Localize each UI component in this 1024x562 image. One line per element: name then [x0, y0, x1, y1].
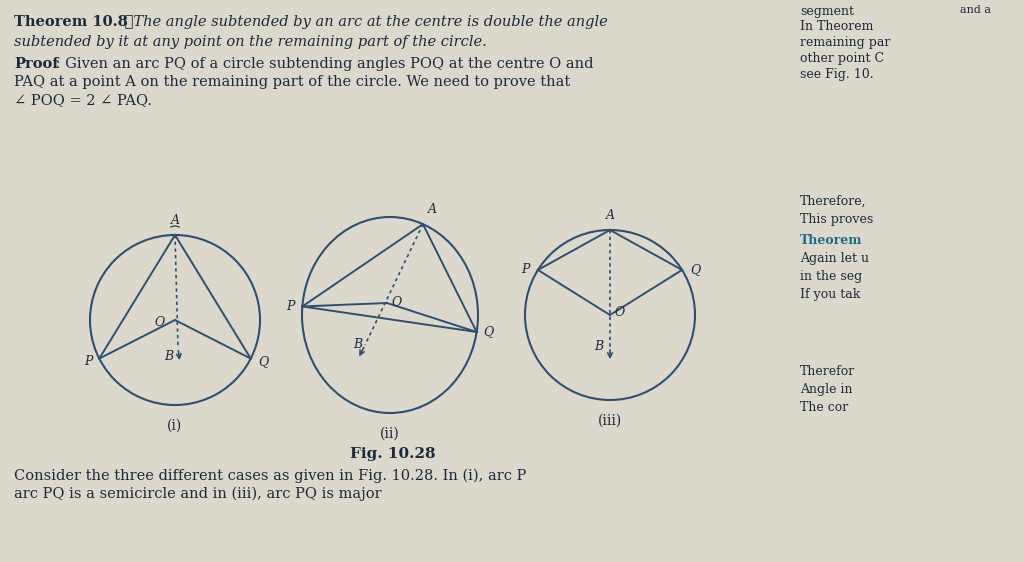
Text: B: B: [164, 350, 173, 363]
Text: arc PQ is a semicircle and in (iii), arc PQ is major: arc PQ is a semicircle and in (iii), arc…: [14, 487, 382, 501]
Text: and a: and a: [961, 5, 991, 15]
Text: O: O: [155, 315, 165, 329]
Text: Proof: Proof: [14, 57, 58, 71]
Text: Angle in: Angle in: [800, 383, 853, 396]
Text: Theorem: Theorem: [800, 234, 862, 247]
Text: subtended by it at any point on the remaining part of the circle.: subtended by it at any point on the rema…: [14, 35, 486, 49]
Text: O: O: [392, 297, 402, 310]
Text: In Theorem: In Theorem: [800, 20, 873, 33]
Text: The cor: The cor: [800, 401, 848, 414]
Text: Q: Q: [690, 264, 700, 277]
Text: B: B: [594, 341, 603, 353]
Text: see Fig. 10.: see Fig. 10.: [800, 68, 873, 81]
Text: segment: segment: [800, 5, 854, 18]
Text: Again let u: Again let u: [800, 252, 869, 265]
Text: B: B: [353, 338, 362, 351]
Text: P: P: [84, 355, 92, 368]
Text: A: A: [428, 203, 437, 216]
Text: If you tak: If you tak: [800, 288, 860, 301]
Text: Fig. 10.28: Fig. 10.28: [349, 447, 435, 461]
Text: Consider the three different cases as given in Fig. 10.28. In (i), arc P: Consider the three different cases as gi…: [14, 469, 526, 483]
Text: other point C: other point C: [800, 52, 884, 65]
Text: Q: Q: [258, 355, 268, 368]
Text: (ii): (ii): [380, 427, 400, 441]
Text: This proves: This proves: [800, 213, 873, 226]
Text: A: A: [171, 214, 179, 227]
Text: Theorem 10.8: Theorem 10.8: [14, 15, 128, 29]
Text: ∠ POQ = 2 ∠ PAQ.: ∠ POQ = 2 ∠ PAQ.: [14, 93, 152, 107]
Text: A: A: [605, 209, 614, 222]
Text: (i): (i): [167, 419, 182, 433]
Text: (iii): (iii): [598, 414, 623, 428]
Text: in the seg: in the seg: [800, 270, 862, 283]
Text: O: O: [615, 306, 626, 319]
Text: remaining par: remaining par: [800, 36, 891, 49]
Text: Q: Q: [483, 325, 494, 338]
Text: Therefore,: Therefore,: [800, 195, 866, 208]
Text: Therefor: Therefor: [800, 365, 855, 378]
Text: ❘The angle subtended by an arc at the centre is double the angle: ❘The angle subtended by an arc at the ce…: [120, 15, 608, 29]
Text: P: P: [521, 264, 529, 277]
Text: PAQ at a point A on the remaining part of the circle. We need to prove that: PAQ at a point A on the remaining part o…: [14, 75, 570, 89]
Text: P: P: [286, 300, 294, 313]
Text: : Given an arc PQ of a circle subtending angles POQ at the centre O and: : Given an arc PQ of a circle subtending…: [51, 57, 594, 71]
